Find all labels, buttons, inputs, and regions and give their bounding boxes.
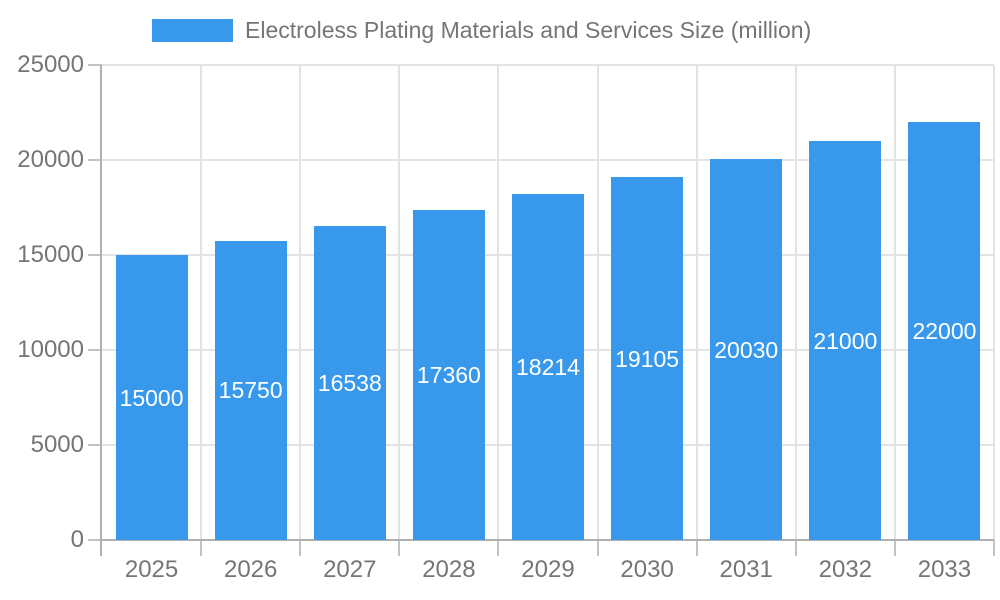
- y-tick-label: 15000: [17, 241, 84, 268]
- x-axis-tick: [993, 540, 995, 556]
- bar: [115, 255, 188, 540]
- gridline-vertical: [893, 65, 896, 540]
- bar-value-label: 16538: [317, 369, 382, 396]
- gridline-vertical: [398, 65, 401, 540]
- bar-value-label: 22000: [912, 318, 977, 344]
- x-tick-label: 2029: [521, 556, 575, 583]
- bar: [313, 225, 386, 540]
- gridline-vertical: [794, 65, 797, 540]
- legend-label: Electroless Plating Materials and Servic…: [245, 17, 812, 43]
- gridline-vertical: [200, 65, 203, 540]
- y-axis-tick: [88, 539, 102, 541]
- y-axis-tick: [88, 159, 102, 161]
- x-tick-label: 2030: [620, 556, 674, 583]
- x-axis-tick: [794, 540, 797, 556]
- x-axis-tick: [398, 540, 401, 556]
- bar: [908, 122, 981, 540]
- y-tick-label: 10000: [17, 336, 84, 363]
- x-axis-tick: [695, 540, 698, 556]
- gridline-vertical: [993, 65, 995, 540]
- x-tick-label: 2031: [719, 556, 773, 583]
- x-tick-label: 2026: [223, 556, 278, 583]
- x-axis-tick: [596, 540, 599, 556]
- y-tick-label: 25000: [17, 51, 84, 78]
- y-tick-label: 0: [70, 526, 84, 553]
- bar: [412, 210, 485, 540]
- x-axis-tick: [893, 540, 896, 556]
- bar-value-label: 15750: [218, 377, 283, 404]
- gridline-vertical: [497, 65, 500, 540]
- bar-value-label: 17360: [416, 362, 481, 389]
- bar: [710, 159, 783, 540]
- y-axis-line: [100, 65, 102, 556]
- bar-value-label: 19105: [615, 345, 680, 372]
- x-tick-label: 2028: [422, 556, 476, 583]
- x-axis-line: [100, 539, 994, 541]
- gridline-horizontal: [102, 64, 994, 66]
- legend-swatch: [152, 19, 233, 42]
- y-axis-tick: [88, 64, 102, 66]
- bar-value-label: 20030: [714, 336, 779, 363]
- y-axis-tick: [88, 254, 102, 256]
- gridline-vertical: [299, 65, 302, 540]
- bar-value-label: 18214: [516, 353, 580, 380]
- x-tick-label: 2027: [323, 556, 377, 583]
- bar: [809, 141, 882, 540]
- legend: Electroless Plating Materials and Servic…: [152, 17, 811, 44]
- x-axis-tick: [299, 540, 302, 556]
- bar-value-label: 15000: [119, 384, 184, 411]
- bar: [512, 193, 584, 540]
- x-tick-label: 2032: [818, 556, 873, 583]
- gridline-horizontal: [102, 159, 994, 161]
- x-axis-tick: [200, 540, 203, 556]
- bar: [611, 177, 684, 540]
- bar: [214, 240, 287, 540]
- gridline-vertical: [695, 65, 698, 540]
- bar-value-label: 21000: [813, 327, 878, 354]
- gridline-vertical: [596, 65, 599, 540]
- y-tick-label: 20000: [17, 146, 84, 173]
- y-tick-label: 5000: [30, 431, 84, 458]
- x-tick-label: 2033: [917, 556, 972, 583]
- y-axis-tick: [88, 349, 102, 351]
- x-tick-label: 2025: [124, 556, 179, 583]
- x-axis-tick: [497, 540, 500, 556]
- y-axis-tick: [88, 444, 102, 446]
